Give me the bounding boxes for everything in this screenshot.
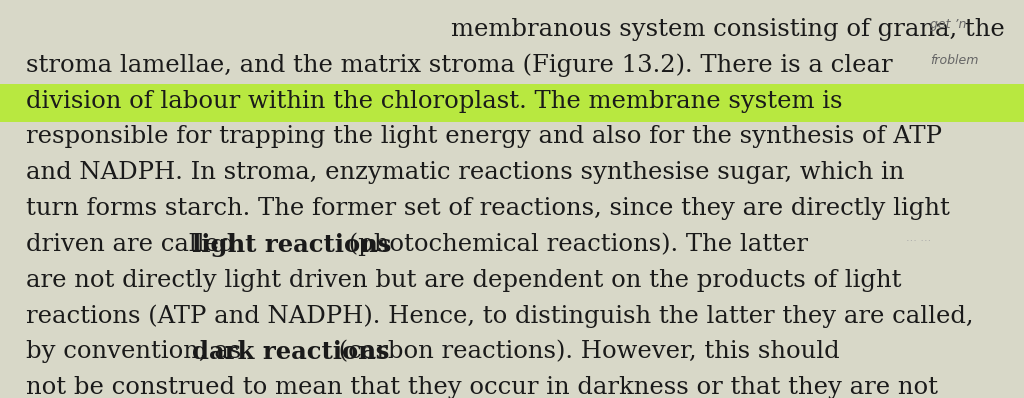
Text: are not directly light driven but are dependent on the products of light: are not directly light driven but are de… bbox=[26, 269, 901, 292]
Text: turn forms starch. The former set of reactions, since they are directly light: turn forms starch. The former set of rea… bbox=[26, 197, 949, 220]
Text: light reactions: light reactions bbox=[193, 233, 392, 257]
Text: ... ...: ... ... bbox=[906, 233, 932, 243]
Text: by convention, as: by convention, as bbox=[26, 340, 249, 363]
Text: membranous system consisting of grana, the: membranous system consisting of grana, t… bbox=[451, 18, 1005, 41]
Text: stroma lamellae, and the matrix stroma (Figure 13.2). There is a clear: stroma lamellae, and the matrix stroma (… bbox=[26, 54, 892, 77]
Text: dark reactions: dark reactions bbox=[193, 340, 390, 364]
Text: (photochemical reactions). The latter: (photochemical reactions). The latter bbox=[341, 233, 808, 256]
Bar bbox=[0, 84, 1024, 122]
Text: not be construed to mean that they occur in darkness or that they are not: not be construed to mean that they occur… bbox=[26, 376, 938, 398]
Text: and NADPH. In stroma, enzymatic reactions synthesise sugar, which in: and NADPH. In stroma, enzymatic reaction… bbox=[26, 161, 904, 184]
Text: (carbon reactions). However, this should: (carbon reactions). However, this should bbox=[332, 340, 840, 363]
Text: driven are called: driven are called bbox=[26, 233, 242, 256]
Text: division of labour within the chloroplast. The membrane system is: division of labour within the chloroplas… bbox=[26, 90, 842, 113]
Text: responsible for trapping the light energy and also for the synthesis of ATP: responsible for trapping the light energ… bbox=[26, 125, 942, 148]
Text: froblem: froblem bbox=[930, 54, 978, 67]
Text: get ’n: get ’n bbox=[930, 18, 967, 31]
Text: reactions (ATP and NADPH). Hence, to distinguish the latter they are called,: reactions (ATP and NADPH). Hence, to dis… bbox=[26, 304, 973, 328]
